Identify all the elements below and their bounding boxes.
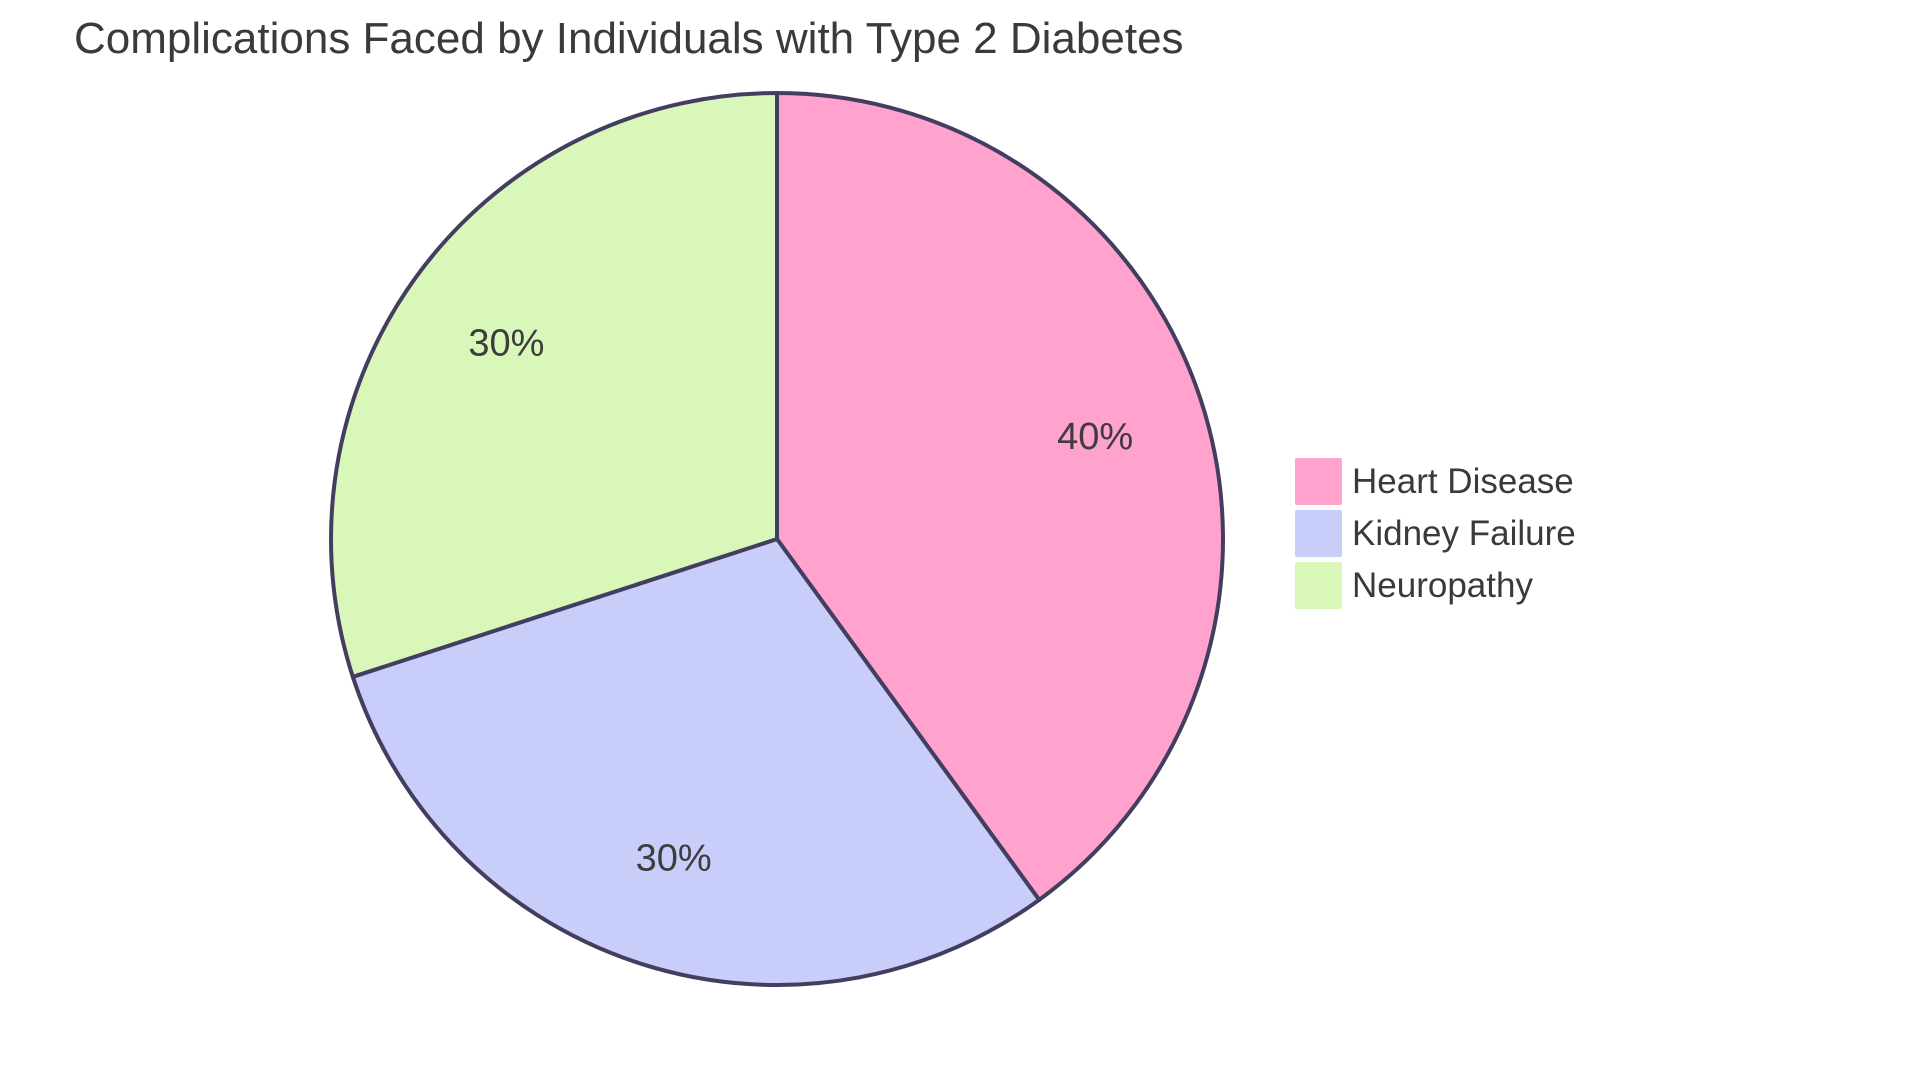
legend-swatch-neuropathy: [1295, 562, 1342, 609]
slice-label-heart-disease: 40%: [1057, 416, 1133, 458]
legend: Heart Disease Kidney Failure Neuropathy: [1295, 458, 1576, 614]
slice-label-kidney-failure: 30%: [636, 837, 712, 879]
pie-slice-heart-disease: [775, 91, 1225, 902]
legend-swatch-heart-disease: [1295, 458, 1342, 505]
legend-item-heart-disease: Heart Disease: [1295, 458, 1576, 505]
legend-item-neuropathy: Neuropathy: [1295, 562, 1576, 609]
legend-label-heart-disease: Heart Disease: [1352, 462, 1574, 501]
pie-slice-kidney-failure: [350, 537, 1042, 987]
legend-label-kidney-failure: Kidney Failure: [1352, 514, 1576, 553]
legend-item-kidney-failure: Kidney Failure: [1295, 510, 1576, 557]
chart-title: Complications Faced by Individuals with …: [74, 14, 1184, 63]
legend-label-neuropathy: Neuropathy: [1352, 566, 1533, 605]
pie-slice-neuropathy: [329, 91, 779, 679]
legend-swatch-kidney-failure: [1295, 510, 1342, 557]
slice-label-neuropathy: 30%: [468, 323, 544, 365]
